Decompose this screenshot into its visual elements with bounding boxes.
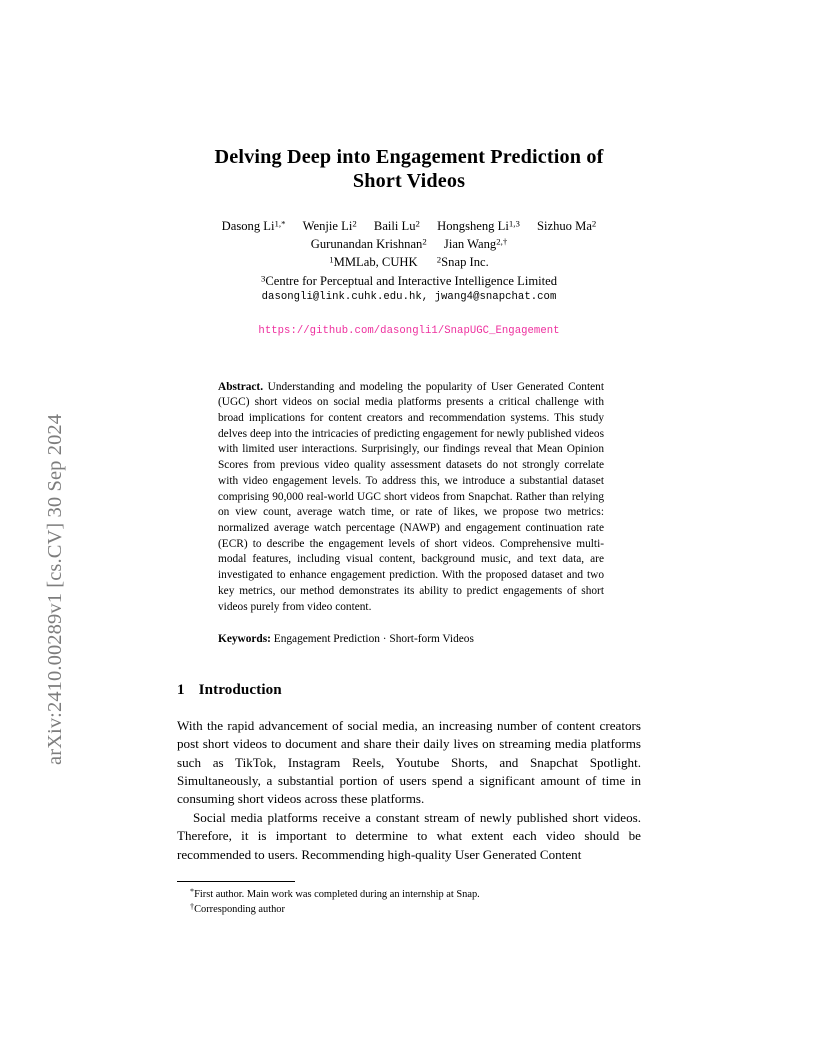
title-line-1: Delving Deep into Engagement Prediction … bbox=[214, 146, 604, 168]
footnote-item: †Corresponding author bbox=[190, 901, 641, 918]
affiliation-entry: 2Snap Inc. bbox=[437, 255, 489, 269]
keywords-label: Keywords: bbox=[218, 633, 271, 646]
arxiv-stamp-text: arXiv:2410.00289v1 [cs.CV] 30 Sep 2024 bbox=[44, 413, 66, 765]
author-affil-marker: 2 bbox=[352, 217, 357, 228]
affiliation-name: Centre for Perceptual and Interactive In… bbox=[265, 273, 558, 288]
page-title: Delving Deep into Engagement Prediction … bbox=[177, 146, 641, 194]
author-name: Wenjie Li bbox=[302, 218, 353, 233]
author-entry: Jian Wang2,† bbox=[443, 235, 508, 251]
author-name: Gurunandan Krishnan bbox=[310, 236, 423, 251]
footnote-divider bbox=[177, 881, 295, 883]
footnote-section: *First author. Main work was completed d… bbox=[177, 881, 641, 918]
author-name: Baili Lu bbox=[373, 218, 416, 233]
author-affil-marker: 2 bbox=[422, 235, 427, 246]
author-name: Hongsheng Li bbox=[437, 218, 509, 233]
author-entry: Dasong Li1,* bbox=[222, 219, 286, 233]
author-entry: Baili Lu2 bbox=[374, 219, 420, 233]
footnote-item: *First author. Main work was completed d… bbox=[190, 886, 641, 903]
author-affil-marker: 2,† bbox=[496, 235, 508, 246]
author-affil-marker: 2 bbox=[591, 217, 597, 228]
author-affil-marker: 2 bbox=[415, 217, 420, 228]
author-affil-marker: 1,3 bbox=[508, 217, 520, 228]
project-url-link[interactable]: https://github.com/dasongli1/SnapUGC_Eng… bbox=[258, 324, 560, 337]
affiliation-entry: 3Centre for Perceptual and Interactive I… bbox=[260, 272, 558, 288]
footnote-text: First author. Main work was completed du… bbox=[194, 889, 480, 901]
section-title: Introduction bbox=[198, 681, 282, 698]
author-name: Dasong Li bbox=[221, 218, 275, 233]
author-entry: Sizhuo Ma2 bbox=[537, 219, 596, 233]
footnote-marker: * bbox=[190, 886, 195, 896]
affiliation-marker: 1 bbox=[329, 254, 334, 265]
author-name: Sizhuo Ma bbox=[537, 218, 592, 233]
paper-page: Delving Deep into Engagement Prediction … bbox=[177, 0, 641, 918]
project-link-row: https://github.com/dasongli1/SnapUGC_Eng… bbox=[177, 320, 641, 338]
footnote-text: Corresponding author bbox=[194, 903, 285, 915]
author-list: Dasong Li1,* Wenjie Li2 Baili Lu2 Hongsh… bbox=[177, 218, 641, 254]
abstract-text: Understanding and modeling the popularit… bbox=[218, 380, 604, 613]
affiliation-list: 1MMLab, CUHK 2Snap Inc. 3Centre for Perc… bbox=[177, 253, 641, 289]
affiliation-name: Snap Inc. bbox=[441, 255, 489, 270]
author-entry: Wenjie Li2 bbox=[303, 219, 357, 233]
abstract-section: Abstract. Understanding and modeling the … bbox=[218, 380, 604, 616]
author-name: Jian Wang bbox=[443, 236, 497, 251]
section-heading-introduction: 1 Introduction bbox=[177, 682, 641, 699]
body-paragraph: With the rapid advancement of social med… bbox=[177, 717, 641, 807]
keywords-section: Keywords: Engagement Prediction · Short-… bbox=[218, 632, 604, 648]
author-entry: Gurunandan Krishnan2 bbox=[310, 235, 427, 251]
keywords-text: Engagement Prediction · Short-form Video… bbox=[270, 633, 474, 646]
abstract-label: Abstract. bbox=[218, 380, 264, 393]
affiliation-name: MMLab, CUHK bbox=[333, 255, 418, 270]
arxiv-stamp: arXiv:2410.00289v1 [cs.CV] 30 Sep 2024 bbox=[0, 0, 90, 1056]
affiliation-entry: 1MMLab, CUHK bbox=[329, 255, 417, 269]
body-paragraph: Social media platforms receive a constan… bbox=[177, 809, 641, 862]
author-entry: Hongsheng Li1,3 bbox=[437, 219, 520, 233]
footnote-marker: † bbox=[190, 901, 195, 911]
author-affil-marker: 1,* bbox=[274, 217, 286, 228]
affiliation-marker: 2 bbox=[436, 254, 442, 265]
section-number: 1 bbox=[177, 681, 185, 698]
author-row-2: Gurunandan Krishnan2 Jian Wang2,† bbox=[177, 236, 641, 254]
title-line-2: Short Videos bbox=[352, 169, 466, 192]
author-row-1: Dasong Li1,* Wenjie Li2 Baili Lu2 Hongsh… bbox=[177, 218, 641, 236]
affiliation-row-1: 1MMLab, CUHK 2Snap Inc. bbox=[177, 253, 641, 271]
affiliation-marker: 3 bbox=[260, 272, 266, 283]
affiliation-row-2: 3Centre for Perceptual and Interactive I… bbox=[177, 272, 641, 290]
author-emails: dasongli@link.cuhk.edu.hk, jwang4@snapch… bbox=[261, 290, 557, 303]
